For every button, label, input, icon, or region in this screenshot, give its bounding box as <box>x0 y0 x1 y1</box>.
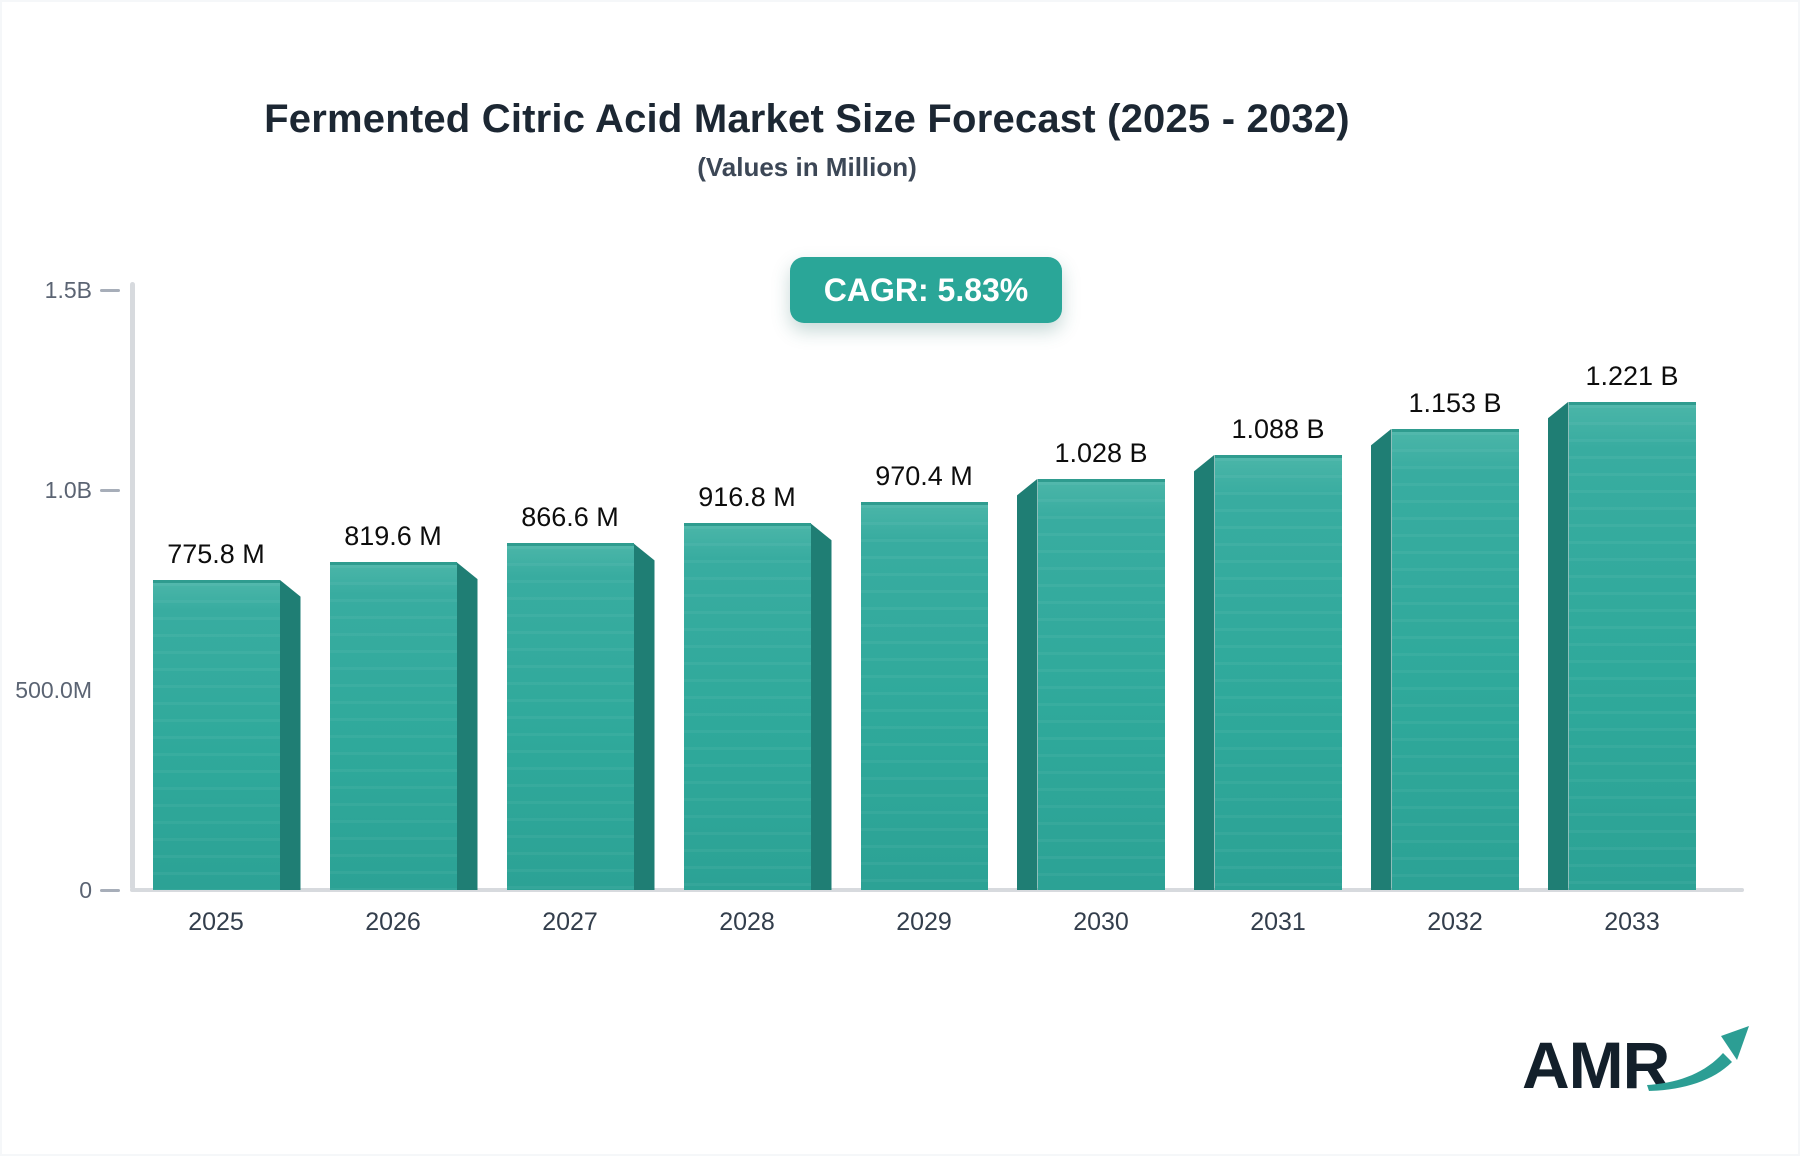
brand-logo: AMR <box>1522 1024 1750 1102</box>
x-category-label-2026: 2026 <box>365 908 421 936</box>
y-axis-line <box>130 282 135 890</box>
x-category-label-2025: 2025 <box>188 908 244 936</box>
chart-subtitle: (Values in Million) <box>697 152 917 182</box>
x-category-label-2033: 2033 <box>1604 908 1660 936</box>
bar-2026 <box>329 562 457 890</box>
bar-side-panel-2027 <box>633 543 655 890</box>
bar-side-panel-2030 <box>1016 478 1038 890</box>
bar-2027 <box>506 543 634 890</box>
bar-2031 <box>1214 454 1342 890</box>
bar-side-panel-2025 <box>279 579 301 890</box>
bar-2033 <box>1568 401 1696 890</box>
bar-side-panel-2031 <box>1193 454 1215 890</box>
x-category-label-2031: 2031 <box>1250 908 1306 936</box>
bar-value-label-2030: 1.028 B <box>1054 437 1148 468</box>
y-tick-dash-1.5B <box>100 289 120 292</box>
y-tick-label-1.0B: 1.0B <box>44 477 92 503</box>
y-tick-label-0: 0 <box>79 877 92 903</box>
x-category-label-2029: 2029 <box>896 908 952 936</box>
growth-arrow-icon <box>1647 1026 1750 1091</box>
logo-text: AMR <box>1522 1028 1670 1102</box>
y-tick-label-500.0M: 500.0M <box>15 677 92 703</box>
y-tick-dash-0 <box>100 889 120 892</box>
bar-value-label-2029: 970.4 M <box>875 460 973 491</box>
bar-value-label-2025: 775.8 M <box>167 538 265 569</box>
x-axis-line <box>130 888 1744 892</box>
bar-value-label-2031: 1.088 B <box>1231 413 1325 444</box>
bar-side-panel-2033 <box>1547 401 1569 890</box>
x-category-label-2027: 2027 <box>542 908 598 936</box>
y-tick-dash-1.0B <box>100 489 120 492</box>
bar-2029 <box>860 501 988 890</box>
bar-value-label-2032: 1.153 B <box>1408 387 1502 418</box>
x-category-label-2030: 2030 <box>1073 908 1129 936</box>
chart-title: Fermented Citric Acid Market Size Foreca… <box>264 97 1350 141</box>
bar-value-label-2027: 866.6 M <box>521 502 619 533</box>
y-tick-label-1.5B: 1.5B <box>44 277 92 303</box>
bar-side-panel-2026 <box>456 562 478 890</box>
bar-2025 <box>152 579 280 890</box>
bar-2028 <box>683 523 811 890</box>
bar-value-label-2028: 916.8 M <box>698 482 796 513</box>
bar-2032 <box>1391 428 1519 890</box>
bar-value-label-2033: 1.221 B <box>1585 360 1679 391</box>
cagr-badge: CAGR: 5.83% <box>790 257 1062 323</box>
bar-2030 <box>1037 478 1165 890</box>
bar-side-panel-2028 <box>810 523 832 890</box>
x-category-label-2028: 2028 <box>719 908 775 936</box>
x-category-label-2032: 2032 <box>1427 908 1483 936</box>
bar-value-label-2026: 819.6 M <box>344 521 442 552</box>
bar-side-panel-2032 <box>1370 428 1392 890</box>
